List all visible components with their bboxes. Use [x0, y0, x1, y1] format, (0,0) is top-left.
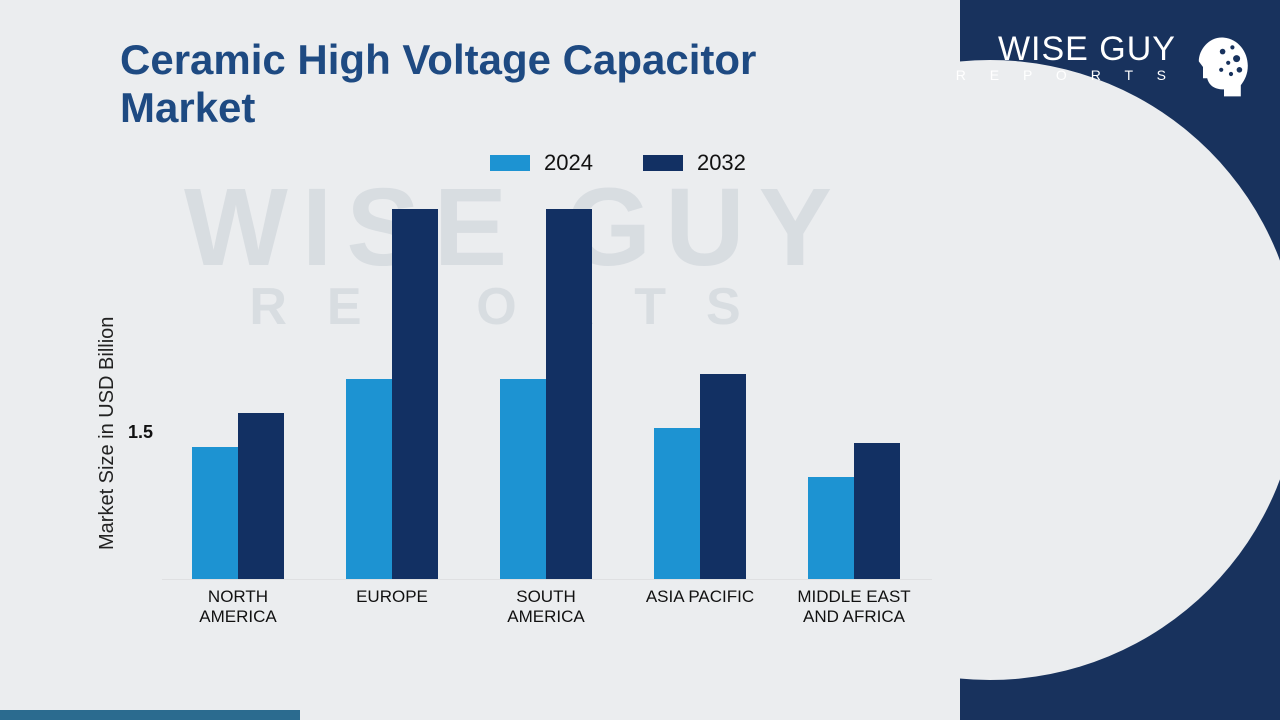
y-axis-label: Market Size in USD Billion — [96, 317, 119, 550]
bottom-accent-bar — [0, 710, 300, 720]
category-label: EUROPE — [326, 579, 458, 607]
bar-2024 — [654, 428, 700, 579]
y-tick-1p5: 1.5 — [128, 422, 153, 443]
report-canvas: WISE GUY REPORTS Ceramic High Voltage Ca… — [0, 0, 1280, 720]
bar-2032 — [700, 374, 746, 579]
bar-2024 — [346, 379, 392, 579]
plot-region: NORTH AMERICA EUROPE SOUTH AMERICA ASIA PAC… — [162, 190, 932, 580]
category-label: ASIA PACIFIC — [634, 579, 766, 607]
page-title: Ceramic High Voltage Capacitor Market — [120, 36, 840, 133]
bar-group: EUROPE — [346, 209, 438, 580]
head-icon — [1182, 32, 1252, 102]
bar-2024 — [500, 379, 546, 579]
category-label: NORTH AMERICA — [172, 579, 304, 626]
bar-group: NORTH AMERICA — [192, 413, 284, 579]
brand-sub: R E P O R T S — [956, 67, 1176, 83]
bar-2032 — [546, 209, 592, 580]
brand-logo: WISE GUY R E P O R T S — [956, 30, 1252, 83]
bar-group: SOUTH AMERICA — [500, 209, 592, 580]
bar-group: ASIA PACIFIC — [654, 374, 746, 579]
category-label: MIDDLE EAST AND AFRICA — [788, 579, 920, 626]
brand-name: WISE GUY — [956, 30, 1176, 69]
bar-2032 — [392, 209, 438, 580]
bar-2024 — [192, 447, 238, 579]
bar-group: MIDDLE EAST AND AFRICA — [808, 443, 900, 580]
bar-2032 — [854, 443, 900, 580]
category-label: SOUTH AMERICA — [480, 579, 612, 626]
chart-area: Market Size in USD Billion 1.5 NORTH AME… — [60, 160, 940, 670]
bar-2032 — [238, 413, 284, 579]
bar-2024 — [808, 477, 854, 579]
